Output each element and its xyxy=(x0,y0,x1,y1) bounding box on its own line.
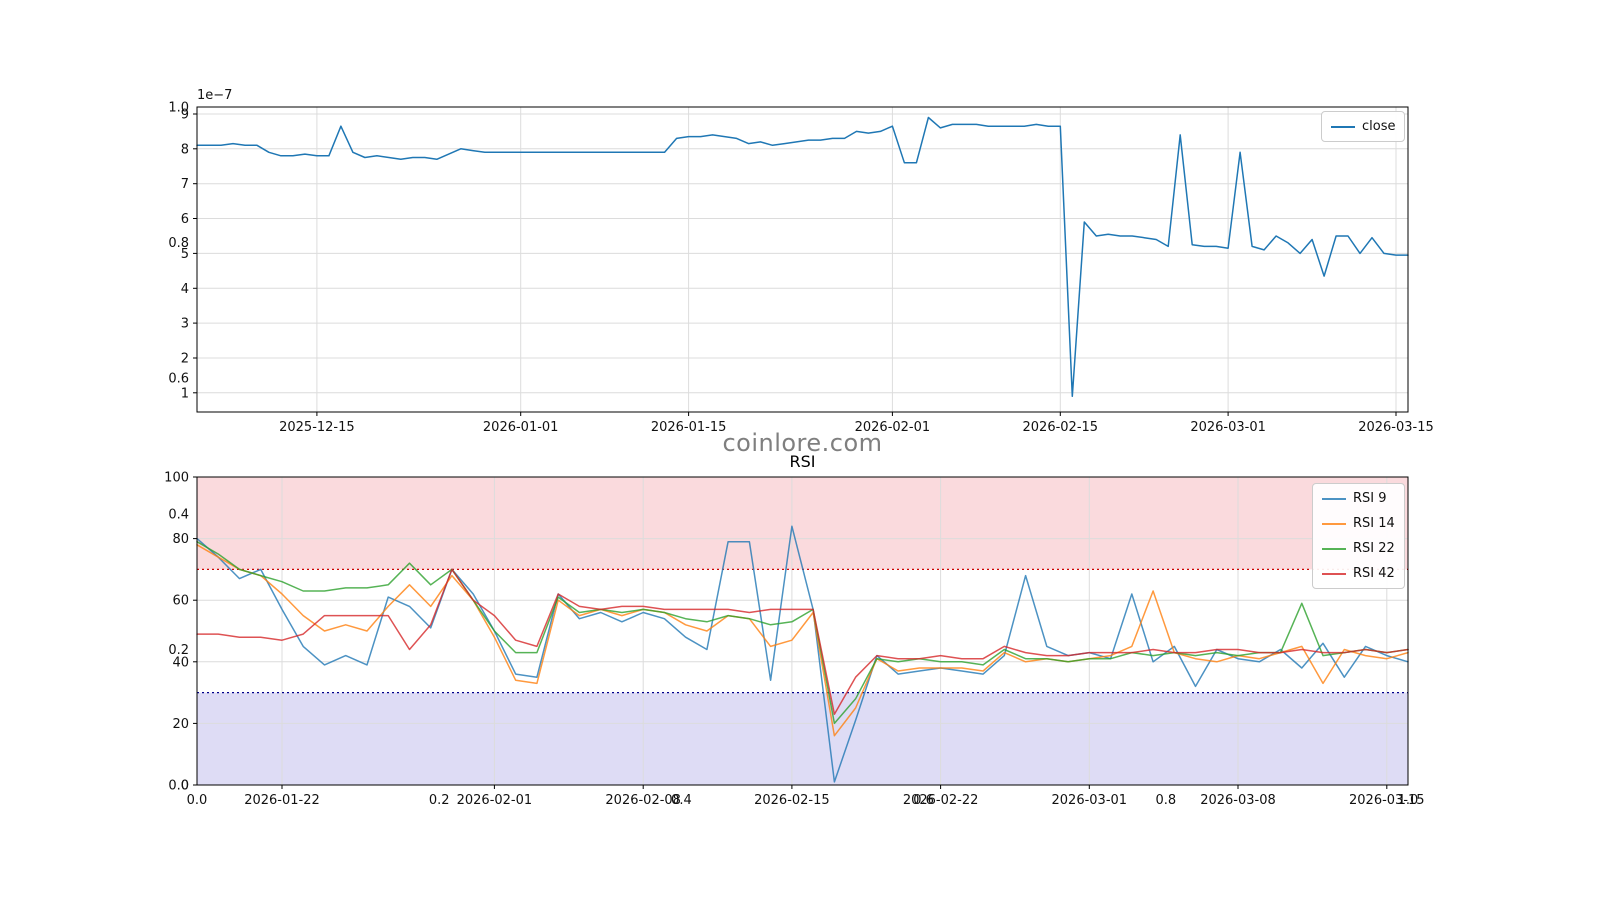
price-x-tick-label: 2026-01-01 xyxy=(483,420,559,435)
rsi-y-tick-label: 20 xyxy=(172,717,189,732)
legend-item-rsi-14: RSI 14 xyxy=(1322,511,1395,536)
overlay-x-tick-label: 0.0 xyxy=(187,793,208,808)
close-legend-label: close xyxy=(1362,119,1396,134)
price-y-tick-label: 6 xyxy=(181,212,189,227)
rsi-42-line xyxy=(196,568,1409,715)
rsi-y-tick-label: 0 xyxy=(181,779,189,794)
price-grid xyxy=(197,107,1408,412)
y-axis-offset-label: 1e−7 xyxy=(197,88,232,103)
overlay-y-tick-label: 0.0 xyxy=(168,779,189,794)
rsi-14-line xyxy=(196,544,1409,737)
overlay-x-tick-label: 0.2 xyxy=(429,793,450,808)
rsi-42-line-icon xyxy=(1322,572,1346,575)
legend-item-rsi-42: RSI 42 xyxy=(1322,561,1395,586)
price-x-tick-label: 2026-02-15 xyxy=(1023,420,1099,435)
rsi-22-line-icon xyxy=(1322,547,1346,550)
rsi-y-tick-label: 40 xyxy=(172,655,189,670)
rsi-9-legend-label: RSI 9 xyxy=(1353,491,1387,506)
overlay-x-tick-label: 0.6 xyxy=(913,793,934,808)
price-y-tick-label: 3 xyxy=(181,317,189,332)
rsi-plot-border xyxy=(196,476,1409,786)
watermark: coinlore.com xyxy=(722,429,883,457)
overlay-axis-labels: 1.0 0.8 0.6 0.4 0.2 0.00.0 0.2 0.4 0.6 0.8 1.0 xyxy=(168,101,1418,809)
rsi-x-tick-label: 2026-03-01 xyxy=(1052,793,1128,808)
rsi-y-tick-label: 80 xyxy=(172,532,189,547)
overlay-y-tick-label: 0.8 xyxy=(168,236,189,251)
rsi-x-tick-label: 2026-02-08 xyxy=(605,793,681,808)
price-x-tick-label: 2026-02-01 xyxy=(855,420,931,435)
legend-item-rsi-22: RSI 22 xyxy=(1322,536,1395,561)
rsi-x-tick-label: 2026-03-15 xyxy=(1349,793,1425,808)
price-y-tick-label: 1 xyxy=(181,386,189,401)
price-x-tick-label: 2025-12-15 xyxy=(279,420,355,435)
price-chart: 2025-12-15 2026-01-01 2026-01-15 2026-02-01… xyxy=(181,88,1434,435)
close-price-line xyxy=(196,116,1409,398)
price-x-tick-label: 2026-03-01 xyxy=(1190,420,1266,435)
price-x-tick-label: 2026-01-15 xyxy=(651,420,727,435)
rsi-y-tick-label: 100 xyxy=(164,471,189,486)
overlay-y-tick-label: 1.0 xyxy=(168,101,189,116)
price-y-tick-label: 7 xyxy=(181,177,189,192)
overlay-y-tick-label: 0.2 xyxy=(168,643,189,658)
legend-item-close: close xyxy=(1331,114,1395,139)
legend-item-rsi-9: RSI 9 xyxy=(1322,486,1395,511)
rsi-y-tick-label: 60 xyxy=(172,594,189,609)
rsi-14-line-icon xyxy=(1322,522,1346,525)
rsi-chart: 2026-01-22 2026-02-01 2026-02-08 2026-02-15… xyxy=(164,471,1424,809)
price-x-tick-label: 2026-03-15 xyxy=(1358,420,1434,435)
rsi-9-line-icon xyxy=(1322,497,1346,500)
rsi-legend: RSI 9 RSI 14 RSI 22 RSI 42 xyxy=(1312,483,1405,589)
rsi-x-tick-label: 2026-02-15 xyxy=(754,793,830,808)
price-plot-border xyxy=(196,106,1409,413)
rsi-x-tick-label: 2026-02-22 xyxy=(903,793,979,808)
oversold-band xyxy=(197,692,1408,785)
price-y-tick-label: 5 xyxy=(181,247,189,262)
overlay-x-tick-label: 1.0 xyxy=(1398,793,1419,808)
rsi-x-tick-label: 2026-02-01 xyxy=(457,793,533,808)
price-y-tick-label: 9 xyxy=(181,108,189,123)
price-legend: close xyxy=(1321,111,1406,142)
rsi-22-legend-label: RSI 22 xyxy=(1353,541,1395,556)
price-y-tick-label: 2 xyxy=(181,352,189,367)
price-y-tick-label: 8 xyxy=(181,142,189,157)
overbought-band xyxy=(197,477,1408,570)
close-line-icon xyxy=(1331,125,1355,128)
rsi-chart-title: RSI xyxy=(789,452,816,471)
overlay-x-tick-label: 0.4 xyxy=(671,793,692,808)
rsi-14-legend-label: RSI 14 xyxy=(1353,516,1395,531)
rsi-42-legend-label: RSI 42 xyxy=(1353,566,1395,581)
rsi-x-tick-label: 2026-01-22 xyxy=(244,793,320,808)
rsi-x-tick-label: 2026-03-08 xyxy=(1200,793,1276,808)
overlay-x-tick-label: 0.8 xyxy=(1155,793,1176,808)
rsi-22-line xyxy=(196,540,1409,725)
overlay-y-tick-label: 0.6 xyxy=(168,372,189,387)
price-y-tick-label: 4 xyxy=(181,282,189,297)
overlay-y-tick-label: 0.4 xyxy=(168,507,189,522)
rsi-9-line xyxy=(196,525,1409,783)
